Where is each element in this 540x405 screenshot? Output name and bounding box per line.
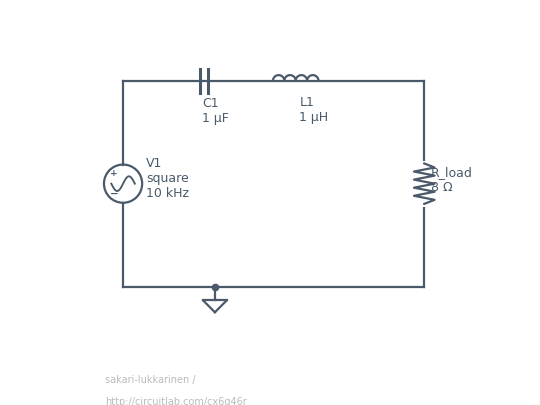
Text: R_load
8 Ω: R_load 8 Ω [431,166,472,194]
Text: http://circuitlab.com/cx6q46r: http://circuitlab.com/cx6q46r [105,397,247,405]
Text: L1
1 μH: L1 1 μH [299,96,328,124]
Text: CIRCUIT: CIRCUIT [6,375,53,385]
Text: −: − [110,189,118,199]
Text: +: + [110,169,118,178]
Text: C1
1 μF: C1 1 μF [202,97,229,125]
Text: sakari-lukkarinen /: sakari-lukkarinen / [105,375,199,385]
Text: —∼—⊣—LAB: —∼—⊣—LAB [6,394,53,405]
Text: V1
square
10 kHz: V1 square 10 kHz [146,157,189,200]
Text: RLC band-pass filter: RLC band-pass filter [205,375,317,385]
